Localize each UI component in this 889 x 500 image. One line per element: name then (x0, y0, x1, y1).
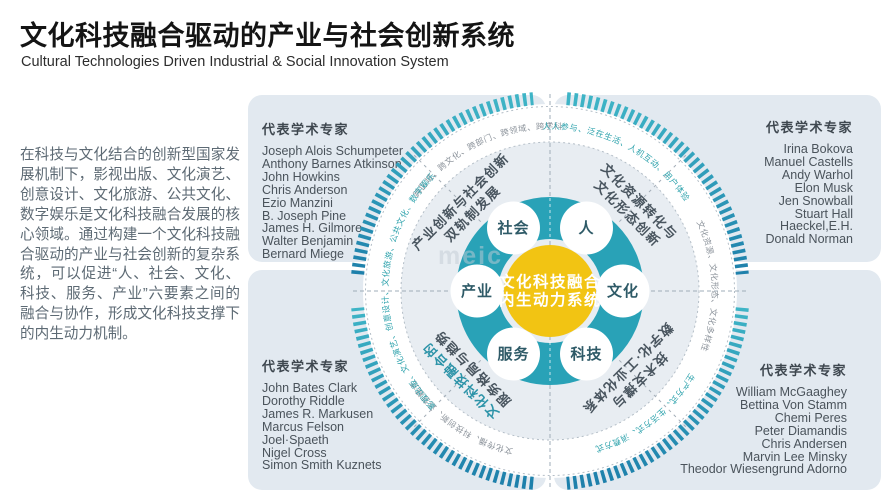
panel-heading: 代表学术专家 (759, 363, 847, 378)
expert-name-list: John Bates Clark Dorothy Riddle James R.… (262, 382, 382, 472)
dashed-circle-outer (365, 106, 735, 476)
expert-name: John Howkins (262, 169, 340, 184)
node-society: 社会 (496, 219, 529, 237)
expert-name-list: Irina Bokova Manuel Castells Andy Warhol… (764, 143, 853, 246)
node-culture-circle (596, 264, 650, 318)
expert-name: Peter Diamandis (754, 423, 847, 438)
node-society-circle (487, 201, 540, 255)
expert-name: Theodor Wiesengrund Adorno (680, 462, 847, 477)
element-nodes: 社会 人 文化 科技 服务 产业 (450, 201, 650, 381)
expert-name: Marcus Felson (262, 419, 344, 434)
node-culture: 文化 (607, 282, 639, 300)
expert-name: Joseph Alois Schumpeter (262, 144, 404, 158)
expert-name: Ezio Manzini (262, 195, 333, 210)
dashed-circle-inner (400, 141, 700, 441)
expert-name-list: William McGaaghey Bettina Von Stamm Chem… (680, 386, 847, 476)
panel-heading: 代表学术专家 (765, 120, 853, 135)
watermark: meic (438, 242, 503, 270)
expert-name: Irina Bokova (783, 142, 853, 156)
expert-name: Dorothy Riddle (262, 393, 345, 408)
expert-name: William McGaaghey (735, 385, 847, 399)
node-industry: 产业 (461, 282, 493, 300)
tick-ring (351, 92, 749, 490)
expert-name: Andy Warhol (781, 167, 853, 182)
node-technology: 科技 (570, 345, 602, 363)
dashed-diagonals (411, 152, 689, 430)
expert-name: Nigel Cross (262, 445, 327, 460)
node-people: 人 (578, 220, 594, 237)
expert-name: Bernard Miege (262, 247, 344, 262)
panel-heading: 代表学术专家 (262, 122, 350, 137)
panel-heading: 代表学术专家 (262, 359, 350, 374)
expert-name: Haeckel,E.H. (780, 219, 853, 234)
expert-name: Simon Smith Kuznets (262, 458, 382, 473)
expert-name: Chemi Peres (774, 410, 847, 425)
expert-name: Bettina Von Stamm (739, 397, 847, 412)
expert-name: Elon Musk (794, 180, 853, 195)
intro-paragraph: 在科技与文化结合的创新型国家发展机制下，影视出版、文化演艺、创意设计、文化旅游、… (20, 147, 240, 343)
expert-name: James H. Gilmore (262, 221, 363, 236)
expert-name: Walter Benjamin (262, 234, 354, 249)
expert-name: B. Joseph Pine (262, 208, 347, 223)
expert-name: Jen Snowball (778, 193, 853, 208)
expert-name-list: Joseph Alois Schumpeter Anthony Barnes A… (262, 145, 403, 261)
expert-name: James R. Markusen (262, 406, 374, 421)
expert-name: Stuart Hall (794, 206, 853, 221)
core-circle (504, 245, 596, 337)
core-label-line1: 文化科技融合 (499, 272, 601, 291)
expert-name: Manuel Castells (764, 154, 853, 169)
node-service: 服务 (497, 345, 529, 363)
node-people-circle (560, 201, 613, 255)
expert-name: Joel·Spaeth (262, 432, 329, 447)
expert-name: Donald Norman (765, 232, 853, 247)
expert-name: Marvin Lee Minsky (742, 449, 847, 464)
node-technology-circle (560, 327, 613, 381)
node-industry-circle (450, 264, 504, 318)
expert-name: Chris Anderson (262, 182, 348, 197)
expert-name: John Bates Clark (262, 381, 358, 395)
page-subtitle: Cultural Technologies Driven Industrial … (21, 54, 449, 70)
core-label-line2: 内生动力系统 (499, 290, 601, 309)
expert-name: Anthony Barnes Atkinson (262, 156, 402, 171)
expert-name: Chris Andersen (761, 436, 847, 451)
page-title: 文化科技融合驱动的产业与社会创新系统 (20, 21, 515, 51)
node-service-circle (487, 327, 540, 381)
